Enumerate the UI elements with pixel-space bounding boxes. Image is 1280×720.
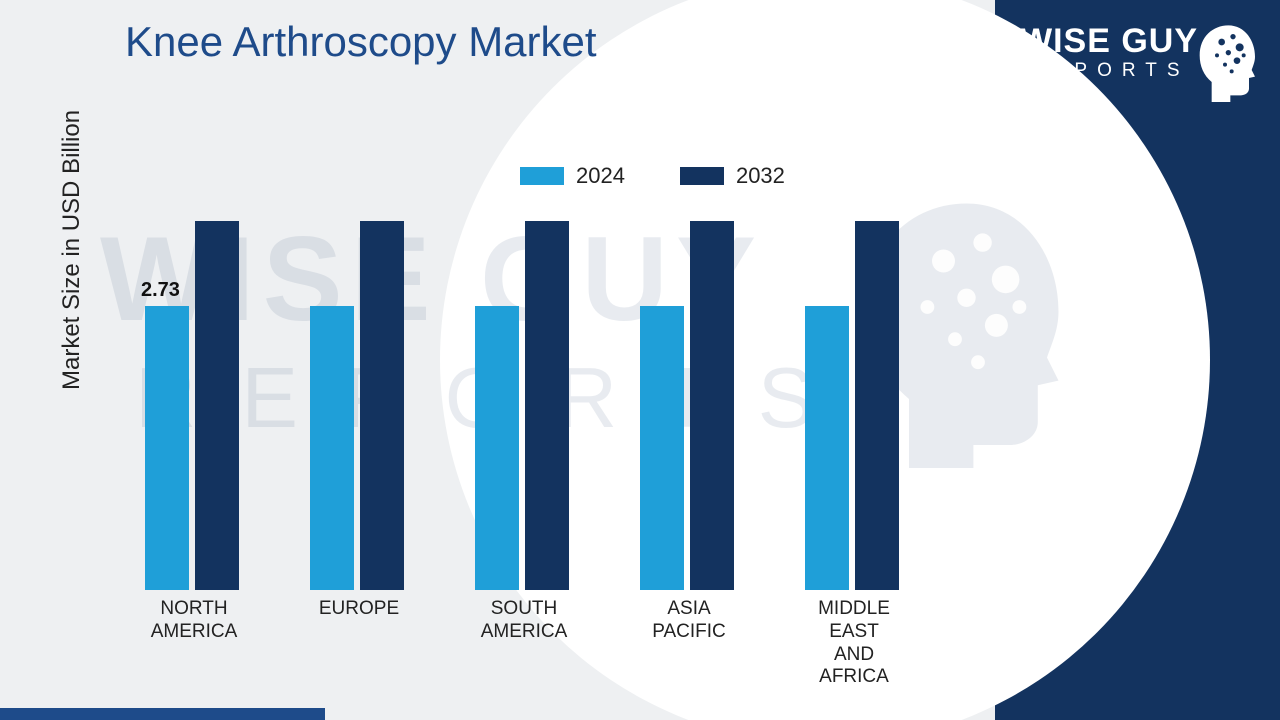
brand-logo: WISE GUY REPORTS bbox=[1020, 22, 1255, 107]
legend-label-2024: 2024 bbox=[576, 163, 625, 189]
logo-line-2: REPORTS bbox=[1028, 60, 1190, 82]
bottom-accent-bar bbox=[0, 708, 325, 720]
bar bbox=[310, 306, 354, 590]
legend-item-2032: 2032 bbox=[680, 163, 785, 189]
bar-value-label: 2.73 bbox=[141, 279, 180, 302]
bar bbox=[525, 221, 569, 590]
category-label: MIDDLEEASTANDAFRICA bbox=[769, 590, 939, 689]
legend-label-2032: 2032 bbox=[736, 163, 785, 189]
category-label: SOUTHAMERICA bbox=[439, 590, 609, 644]
stage: WISE GUY REPORTS Knee Arthroscopy Market… bbox=[0, 0, 1280, 720]
logo-line-1: WISE GUY bbox=[1020, 22, 1198, 61]
bar bbox=[195, 221, 239, 590]
category-label: ASIAPACIFIC bbox=[604, 590, 774, 644]
bar bbox=[690, 221, 734, 590]
legend-item-2024: 2024 bbox=[520, 163, 625, 189]
chart-plot-area: NORTHAMERICAEUROPESOUTHAMERICAASIAPACIFI… bbox=[115, 195, 970, 590]
legend-swatch-2032 bbox=[680, 167, 724, 185]
legend-swatch-2024 bbox=[520, 167, 564, 185]
category-label: EUROPE bbox=[274, 590, 444, 621]
bar bbox=[640, 306, 684, 590]
bar bbox=[805, 306, 849, 590]
y-axis-label: Market Size in USD Billion bbox=[58, 110, 86, 390]
bar bbox=[360, 221, 404, 590]
legend: 2024 2032 bbox=[520, 163, 785, 189]
bar bbox=[145, 306, 189, 590]
logo-head-icon bbox=[1190, 22, 1260, 102]
chart-title: Knee Arthroscopy Market bbox=[125, 18, 597, 66]
bar bbox=[855, 221, 899, 590]
bar bbox=[475, 306, 519, 590]
category-label: NORTHAMERICA bbox=[109, 590, 279, 644]
